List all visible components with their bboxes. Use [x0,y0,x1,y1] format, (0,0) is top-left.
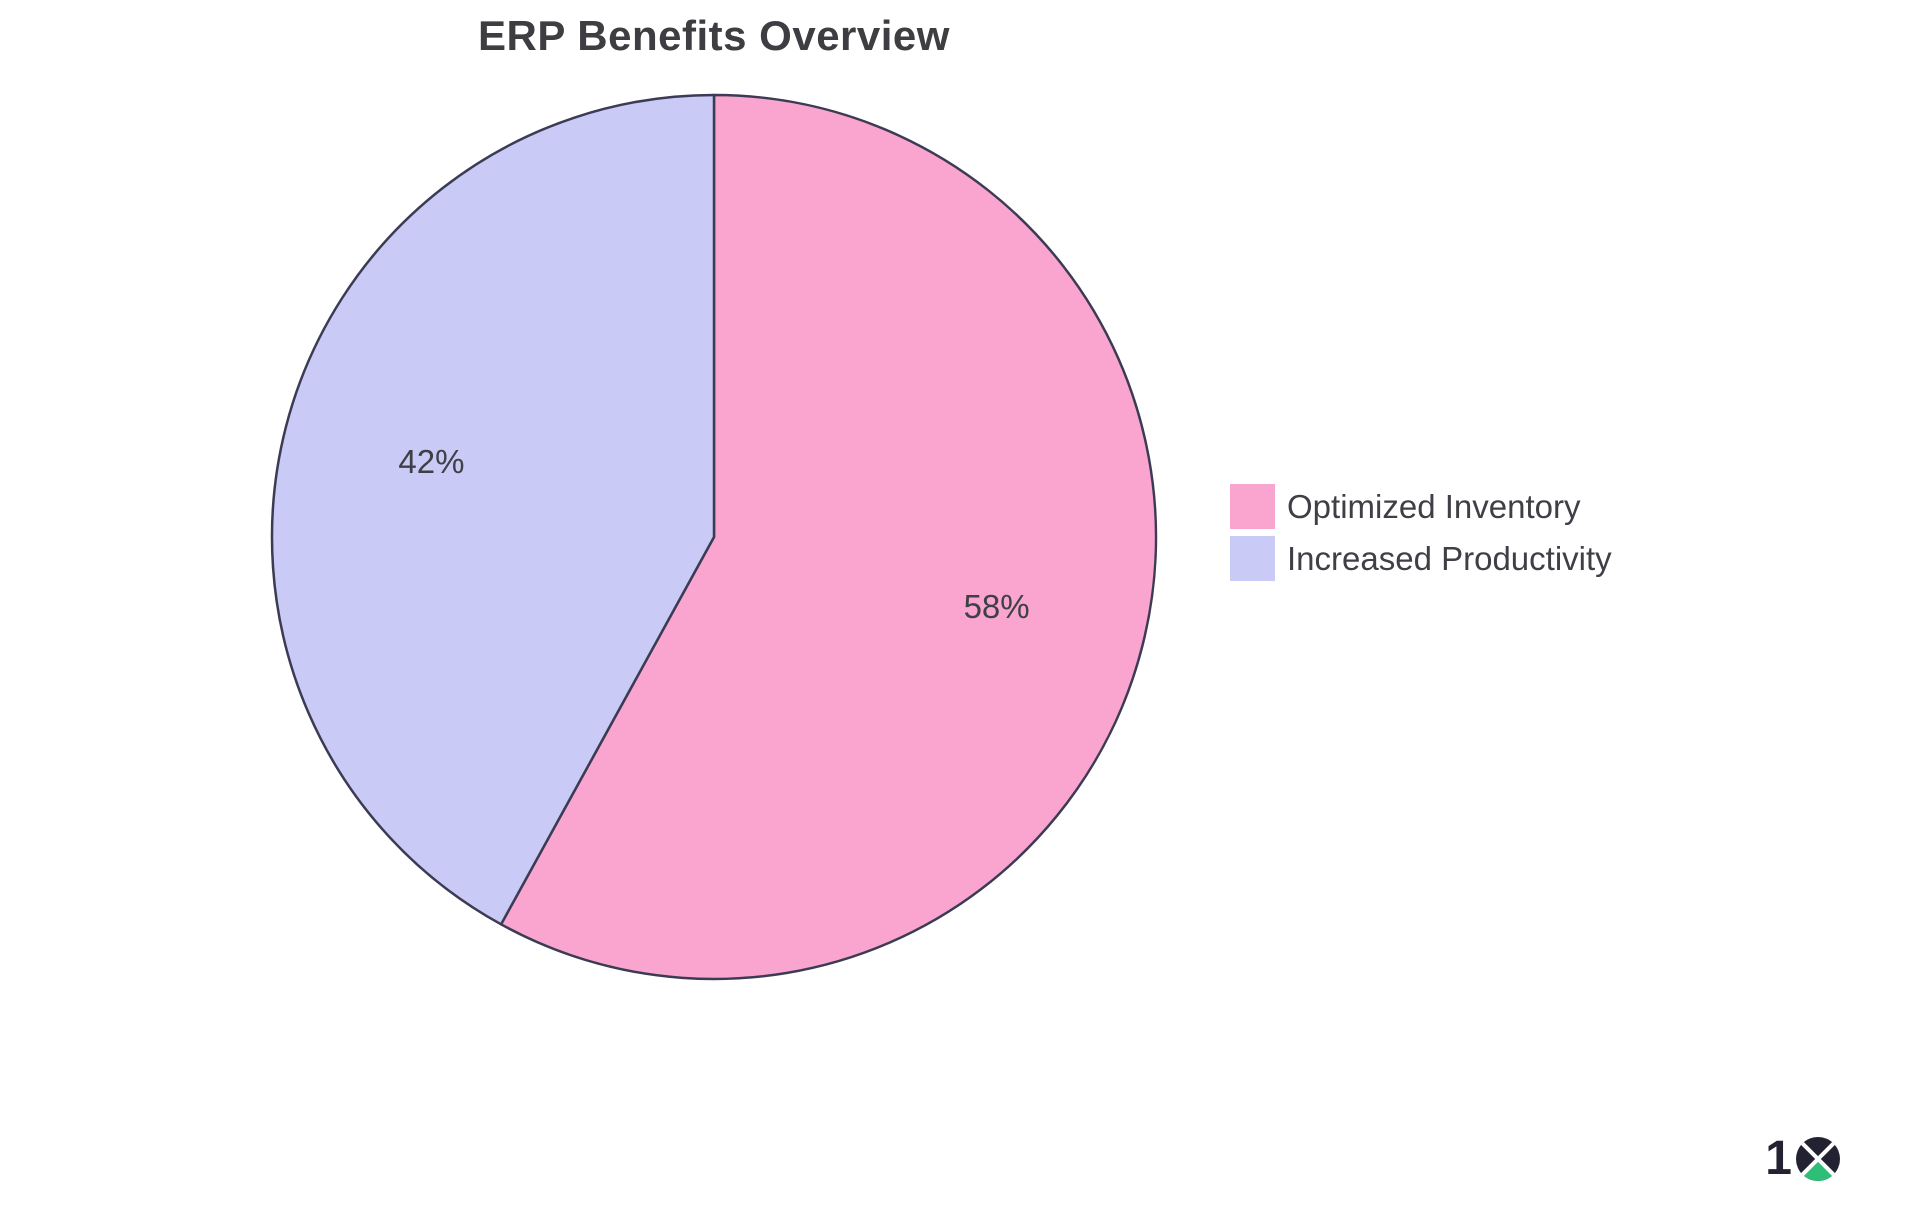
brand-logo: 1 [1765,1135,1842,1183]
legend-item-increased-productivity: Increased Productivity [1230,536,1612,581]
legend-swatch-increased-productivity [1230,536,1275,581]
pie-slice-percent-label-1: 42% [398,443,464,480]
pie-slice-1 [270,93,716,926]
chart-title: ERP Benefits Overview [478,12,950,59]
legend-label-optimized-inventory: Optimized Inventory [1287,487,1581,525]
pie-chart-svg: 58% 42% [270,93,1158,981]
pie-slice-0 [499,93,1158,981]
pie-slice-percent-label-0: 58% [964,588,1030,625]
legend-label-increased-productivity: Increased Productivity [1287,539,1612,577]
logo-icon [1796,1137,1840,1182]
logo-text: 1 [1765,1132,1792,1185]
pie-chart: 58% 42% [264,87,1164,987]
legend: Optimized Inventory Increased Productivi… [1230,484,1612,588]
legend-item-optimized-inventory: Optimized Inventory [1230,484,1612,529]
legend-swatch-optimized-inventory [1230,484,1275,529]
